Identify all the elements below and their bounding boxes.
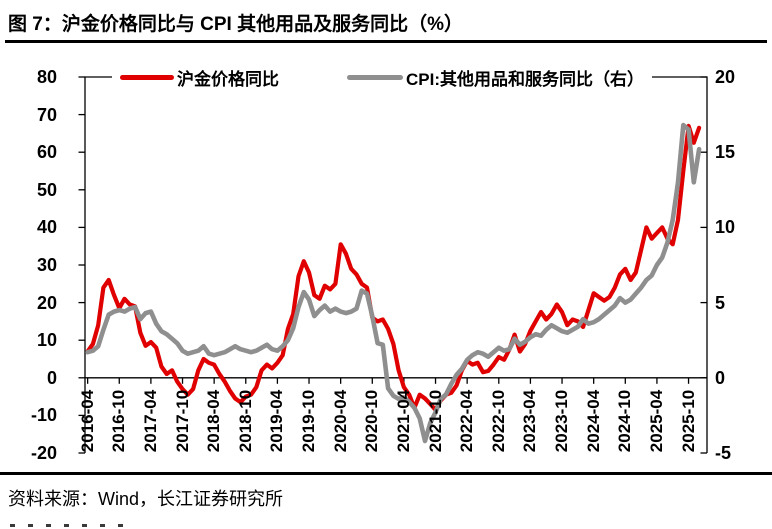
legend-label-gold-yoy: 沪金价格同比 bbox=[177, 69, 279, 89]
x-axis-tick-label: 2018-10 bbox=[235, 389, 255, 453]
y-axis-right-tick-label: 0 bbox=[715, 367, 726, 388]
cropped-text-fragment bbox=[10, 524, 124, 527]
x-axis-tick-label: 2021-10 bbox=[425, 389, 445, 453]
x-axis-tick-label: 2019-10 bbox=[299, 389, 319, 453]
y-axis-left-tick-label: 30 bbox=[36, 255, 57, 275]
x-axis-tick-label: 2025-04 bbox=[646, 389, 666, 453]
y-axis-right-tick-label: -5 bbox=[715, 443, 732, 463]
x-axis-tick-label: 2019-04 bbox=[267, 389, 287, 453]
x-axis-tick-label: 2016-10 bbox=[109, 389, 129, 453]
x-axis-tick-label: 2020-04 bbox=[330, 389, 350, 453]
y-axis-left-tick-label: 20 bbox=[36, 292, 57, 313]
x-axis-tick-label: 2018-04 bbox=[204, 389, 224, 453]
series-line-cpi-yoy bbox=[85, 122, 702, 444]
y-axis-left-tick-label: 40 bbox=[36, 217, 57, 238]
x-axis-tick-label: 2023-04 bbox=[520, 389, 540, 453]
x-axis-tick-label: 2024-04 bbox=[583, 389, 603, 453]
y-axis-right-tick-label: 10 bbox=[715, 217, 736, 238]
legend-item-gold-yoy: 沪金价格同比 bbox=[120, 65, 279, 90]
x-axis-tick-label: 2023-10 bbox=[552, 389, 572, 453]
y-axis-left-tick-label: -20 bbox=[30, 443, 57, 463]
legend-item-cpi-yoy: CPI:其他用品和服务同比（右） bbox=[347, 65, 644, 90]
x-axis-tick-label: 2017-04 bbox=[140, 389, 160, 453]
x-axis-tick-label: 2022-10 bbox=[488, 389, 508, 453]
x-axis-tick-label: 2021-04 bbox=[393, 389, 413, 453]
legend-line-gray-icon bbox=[347, 74, 403, 80]
y-axis-right-tick-label: 20 bbox=[715, 67, 736, 87]
legend-label-cpi-yoy: CPI:其他用品和服务同比（右） bbox=[406, 69, 644, 89]
y-axis-left-tick-label: 60 bbox=[36, 142, 57, 163]
y-axis-left-tick-label: 80 bbox=[36, 67, 57, 87]
x-axis-tick-label: 2025-10 bbox=[678, 389, 698, 453]
legend-line-red-icon bbox=[120, 74, 174, 80]
figure-title: 图 7：沪金价格同比与 CPI 其他用品及服务同比（%） bbox=[8, 14, 463, 35]
footer-rule bbox=[0, 472, 772, 475]
y-axis-right-tick-label: 5 bbox=[715, 292, 726, 313]
source-note: 资料来源：Wind，长江证券研究所 bbox=[8, 489, 284, 509]
y-axis-left-tick-label: 70 bbox=[36, 104, 57, 125]
x-axis-tick-label: 2024-10 bbox=[615, 389, 635, 453]
x-axis-tick-label: 2016-04 bbox=[77, 389, 97, 453]
y-axis-right-tick-label: 15 bbox=[715, 142, 736, 163]
x-axis-tick-label: 2020-10 bbox=[362, 389, 382, 453]
series-line-gold-yoy bbox=[85, 123, 702, 412]
x-axis-tick-label: 2022-04 bbox=[457, 389, 477, 453]
x-axis-tick-label: 2017-10 bbox=[172, 389, 192, 453]
y-axis-left-tick-label: -10 bbox=[30, 405, 57, 426]
chart-legend: 沪金价格同比 CPI:其他用品和服务同比（右） bbox=[112, 62, 652, 92]
y-axis-left-tick-label: 0 bbox=[46, 367, 57, 388]
y-axis-left-tick-label: 50 bbox=[36, 179, 57, 200]
y-axis-left-tick-label: 10 bbox=[36, 330, 57, 351]
title-underline bbox=[5, 40, 767, 43]
